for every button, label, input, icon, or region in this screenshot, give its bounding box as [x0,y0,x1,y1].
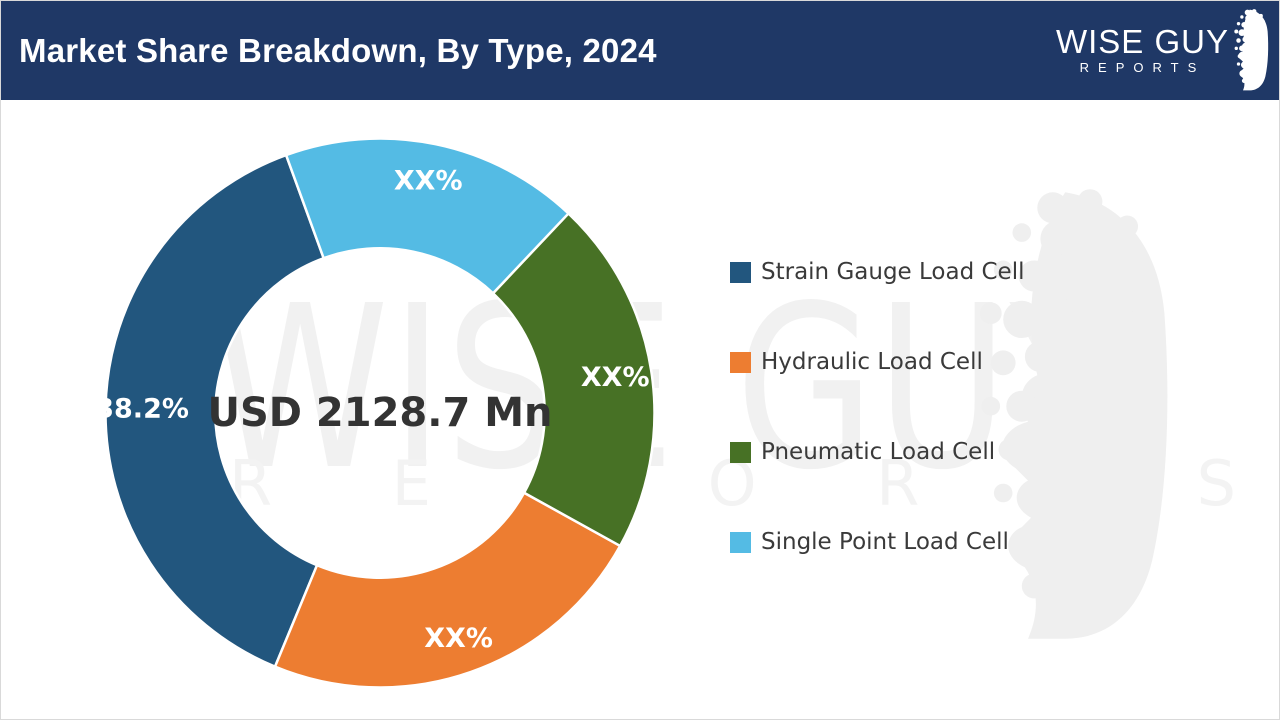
legend-swatch [730,351,751,373]
legend-swatch [730,261,751,283]
page-title: Market Share Breakdown, By Type, 2024 [19,31,657,69]
donut-slice [104,153,325,668]
slice-percentage-label: XX% [424,623,493,654]
legend-label: Strain Gauge Load Cell [761,259,1025,285]
slice-percentage-label: 38.2% [104,393,189,424]
donut-slice [284,137,570,295]
slice-percentage-label: XX% [394,165,463,196]
slice-percentage-label: XX% [581,362,650,393]
header-bar: Market Share Breakdown, By Type, 2024 WI… [1,1,1279,100]
logo-wordmark: WISE GUY [1055,22,1229,60]
donut-slice [273,491,622,689]
legend-item: Single Point Load Cell [730,529,1024,555]
legend-item: Pneumatic Load Cell [730,439,1024,465]
legend-label: Single Point Load Cell [761,529,1009,555]
dotted-face-icon [1234,9,1269,91]
legend-item: Strain Gauge Load Cell [730,259,1025,285]
logo-wordmark-block: WISE GUY REPORTS [1055,22,1229,76]
donut-slice [491,212,656,548]
legend: Strain Gauge Load Cell Hydraulic Load Cel… [730,259,1025,621]
legend-swatch [730,531,751,553]
watermark-wordmark: WISE GUY [211,258,1122,520]
legend-item: Hydraulic Load Cell [730,349,1024,375]
donut-chart: 38.2% XX% XX% XX% [104,137,656,689]
legend-swatch [730,441,751,463]
logo-subtitle: REPORTS [1079,60,1206,76]
legend-label: Hydraulic Load Cell [761,349,983,375]
wise-guy-logo: WISE GUY REPORTS [1056,8,1271,92]
donut-center-value: USD 2128.7 Mn [207,390,553,436]
legend-label: Pneumatic Load Cell [761,439,996,465]
